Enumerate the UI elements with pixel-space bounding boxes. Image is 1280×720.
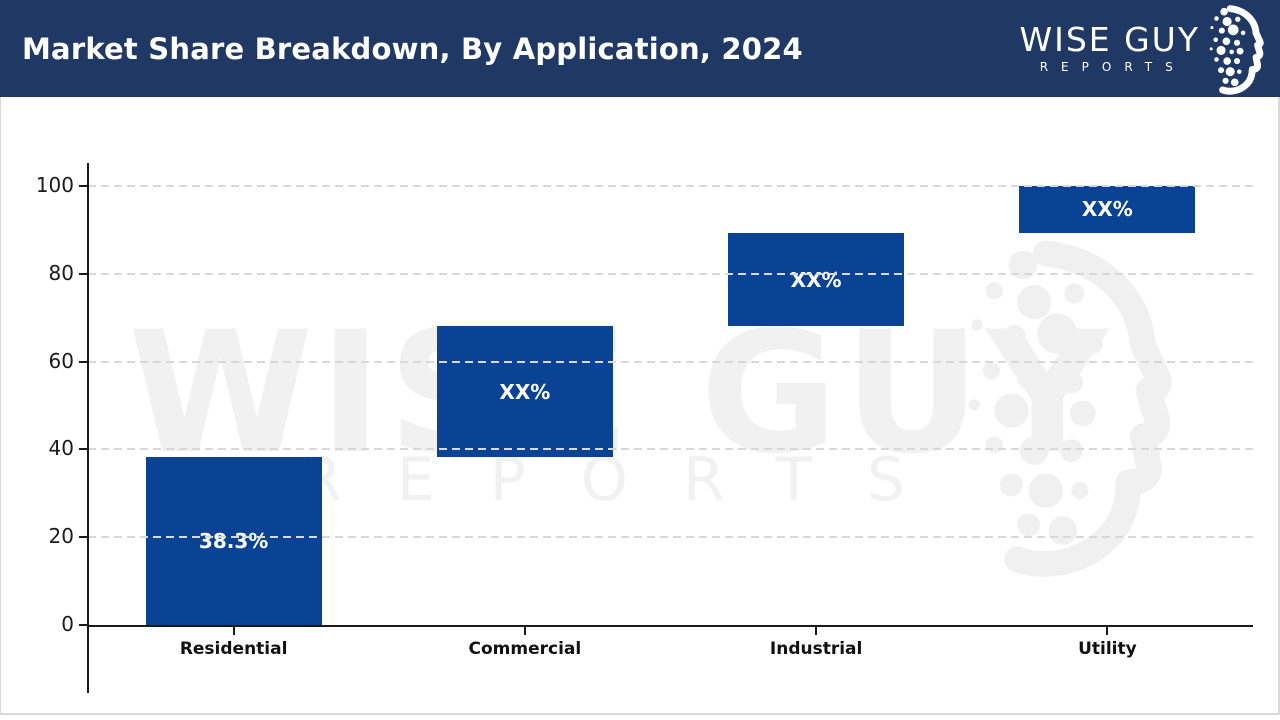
watermark-text-line2: REPORTS <box>300 445 961 515</box>
x-tick-mark-residential <box>232 627 235 635</box>
header-bar: Market Share Breakdown, By Application, … <box>0 0 1280 97</box>
figure-border-bottom <box>0 713 1280 715</box>
y-tick-mark-40 <box>79 448 87 451</box>
x-tick-label-commercial: Commercial <box>468 639 582 659</box>
gridline-y80 <box>88 272 1253 275</box>
logo-face-icon <box>1186 1 1266 96</box>
bar-utility: XX% <box>1019 186 1196 233</box>
gridline-y20 <box>88 536 1253 539</box>
bar-commercial: XX% <box>436 326 613 457</box>
bar-value-label-utility: XX% <box>1081 197 1133 222</box>
logo-wordmark: WISE GUY REPORTS <box>1019 19 1200 75</box>
figure-border-right <box>1278 97 1280 714</box>
x-tick-mark-industrial <box>815 627 818 635</box>
x-tick-mark-utility <box>1106 627 1109 635</box>
y-tick-label-0: 0 <box>61 612 74 636</box>
x-tick-label-utility: Utility <box>1078 639 1137 659</box>
chart-title: Market Share Breakdown, By Application, … <box>22 31 803 66</box>
y-tick-label-20: 20 <box>48 524 74 549</box>
gridline-y100 <box>88 185 1253 187</box>
bar-industrial: XX% <box>728 232 905 327</box>
x-tick-mark-commercial <box>523 627 526 635</box>
x-tick-label-residential: Residential <box>179 639 288 659</box>
bar-value-label-residential: 38.3% <box>198 528 269 553</box>
y-tick-label-80: 80 <box>48 260 74 285</box>
gridline-y60 <box>88 360 1253 363</box>
logo-wordmark-line1: WISE GUY <box>1019 19 1200 59</box>
bar-value-label-industrial: XX% <box>790 267 842 292</box>
brand-logo: WISE GUY REPORTS <box>1019 1 1266 96</box>
y-tick-mark-0 <box>79 624 87 626</box>
bar-value-label-commercial: XX% <box>499 379 551 404</box>
y-tick-label-40: 40 <box>48 436 74 461</box>
bar-residential: 38.3% <box>145 456 322 625</box>
x-tick-label-industrial: Industrial <box>769 639 863 659</box>
watermark-face-icon <box>880 225 1180 582</box>
y-tick-mark-20 <box>79 536 87 539</box>
figure-border-left <box>0 97 1 714</box>
y-tick-mark-100 <box>79 185 87 187</box>
y-tick-mark-80 <box>79 272 87 275</box>
y-axis-spine <box>87 163 89 693</box>
logo-wordmark-line2: REPORTS <box>1039 60 1186 75</box>
chart-area: WISE GUY REPORTS 38.3% XX% XX% XX% 0 20 40 60 8… <box>0 97 1280 717</box>
y-tick-label-60: 60 <box>48 348 74 373</box>
x-axis-spine <box>87 625 1253 627</box>
y-tick-label-100: 100 <box>35 173 74 197</box>
y-tick-mark-60 <box>79 360 87 363</box>
gridline-y40 <box>88 448 1253 451</box>
